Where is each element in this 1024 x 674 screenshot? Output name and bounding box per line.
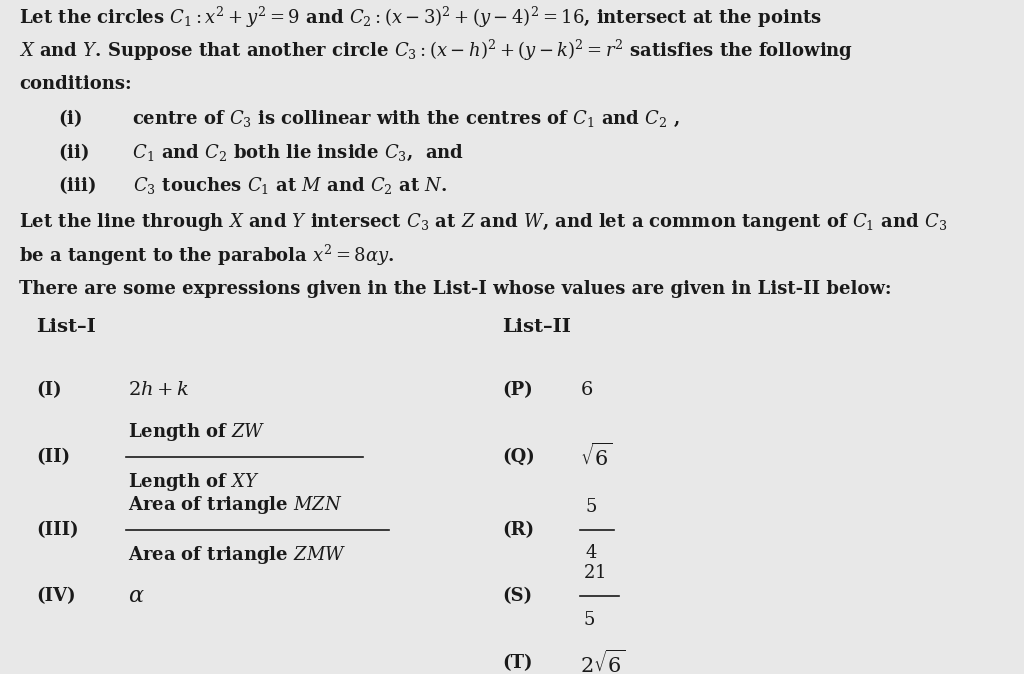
Text: List–I: List–I <box>36 318 96 336</box>
Text: $5$: $5$ <box>583 611 595 629</box>
Text: (S): (S) <box>502 588 532 605</box>
Text: $4$: $4$ <box>585 544 597 562</box>
Text: be a tangent to the parabola $x^2 = 8\alpha y$.: be a tangent to the parabola $x^2 = 8\al… <box>18 243 394 268</box>
Text: Length of $XY$: Length of $XY$ <box>128 470 259 493</box>
Text: (ii)       $C_1$ and $C_2$ both lie inside $C_3$,  and: (ii) $C_1$ and $C_2$ both lie inside $C_… <box>58 142 464 162</box>
Text: (P): (P) <box>502 381 532 399</box>
Text: $\sqrt{6}$: $\sqrt{6}$ <box>581 443 612 470</box>
Text: (III): (III) <box>36 521 79 539</box>
Text: $2\sqrt{6}$: $2\sqrt{6}$ <box>581 649 626 674</box>
Text: (I): (I) <box>36 381 61 399</box>
Text: $6$: $6$ <box>581 381 594 399</box>
Text: (iii)      $C_3$ touches $C_1$ at $M$ and $C_2$ at $N$.: (iii) $C_3$ touches $C_1$ at $M$ and $C_… <box>58 175 447 196</box>
Text: Let the line through $X$ and $Y$ intersect $C_3$ at $Z$ and $W$, and let a commo: Let the line through $X$ and $Y$ interse… <box>18 211 947 233</box>
Text: (IV): (IV) <box>36 588 76 605</box>
Text: (II): (II) <box>36 448 71 466</box>
Text: $5$: $5$ <box>585 498 597 516</box>
Text: Length of $ZW$: Length of $ZW$ <box>128 421 265 443</box>
Text: (Q): (Q) <box>502 448 535 466</box>
Text: (R): (R) <box>502 521 535 539</box>
Text: $2h + k$: $2h + k$ <box>128 381 189 399</box>
Text: $X$ and $Y$. Suppose that another circle $C_3 : (x-h)^2 + (y-k)^2 = r^2$ satisfi: $X$ and $Y$. Suppose that another circle… <box>18 38 853 63</box>
Text: $21$: $21$ <box>583 564 605 582</box>
Text: (i)        centre of $C_3$ is collinear with the centres of $C_1$ and $C_2$ ,: (i) centre of $C_3$ is collinear with th… <box>58 109 680 129</box>
Text: $\alpha$: $\alpha$ <box>128 586 144 607</box>
Text: List–II: List–II <box>502 318 571 336</box>
Text: Area of triangle $MZN$: Area of triangle $MZN$ <box>128 494 342 516</box>
Text: There are some expressions given in the List-I whose values are given in List-II: There are some expressions given in the … <box>18 280 891 298</box>
Text: (T): (T) <box>502 654 532 672</box>
Text: Area of triangle $ZMW$: Area of triangle $ZMW$ <box>128 544 346 566</box>
Text: Let the circles $C_1 : x^2 + y^2 = 9$ and $C_2 : (x-3)^2 + (y-4)^2 = 16$, inters: Let the circles $C_1 : x^2 + y^2 = 9$ an… <box>18 5 821 30</box>
Text: conditions:: conditions: <box>18 75 131 93</box>
